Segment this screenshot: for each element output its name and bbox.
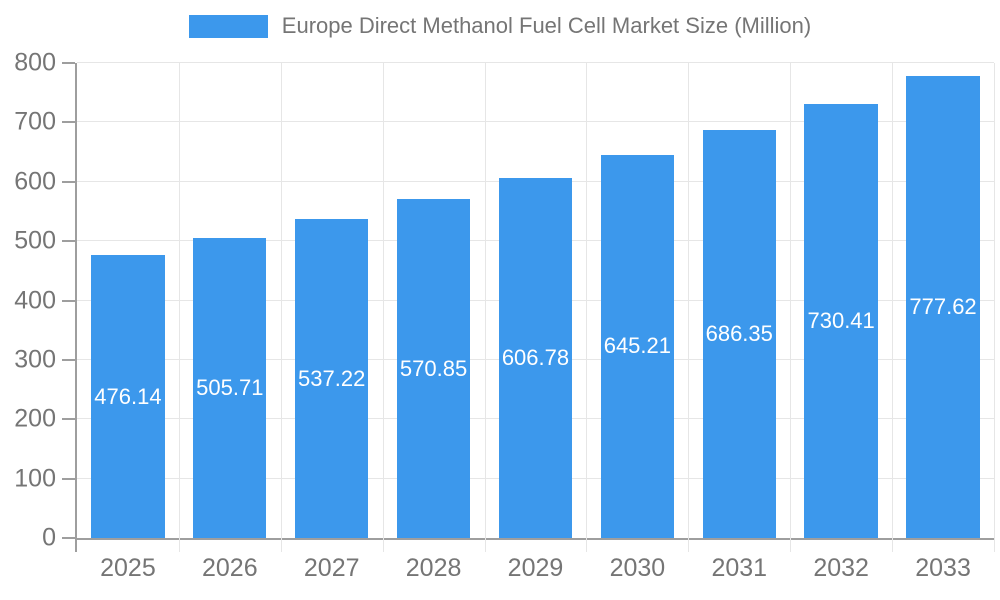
- y-tick-label: 100: [14, 464, 56, 493]
- y-axis-tick: [62, 62, 75, 64]
- x-axis-tick: [790, 538, 792, 552]
- bar-value-label: 505.71: [196, 374, 264, 400]
- bar-value-label: 686.35: [705, 321, 773, 347]
- bar-value-label: 730.41: [807, 308, 875, 334]
- legend-label: Europe Direct Methanol Fuel Cell Market …: [281, 13, 812, 38]
- y-tick-label: 200: [14, 404, 56, 433]
- x-tick-label: 2030: [609, 554, 666, 582]
- x-gridline: [280, 63, 282, 538]
- x-gridline: [688, 63, 690, 538]
- y-axis-tick: [62, 299, 75, 302]
- bar-slot: 730.41: [790, 63, 892, 538]
- y-axis-tick: [62, 121, 75, 124]
- bar-slot: 537.22: [281, 63, 383, 538]
- x-axis-tick: [688, 538, 690, 552]
- bar-slot: 476.14: [77, 63, 179, 538]
- x-axis-tick: [280, 538, 282, 552]
- y-tick-label: 400: [14, 286, 56, 314]
- bar-slot: 606.78: [485, 63, 587, 538]
- y-axis-tick: [62, 240, 75, 243]
- x-gridline: [586, 63, 588, 538]
- bar-slot: 570.85: [383, 63, 485, 538]
- x-axis-tick: [586, 538, 588, 552]
- y-tick-label: 300: [14, 345, 56, 374]
- bar-2032[interactable]: 730.41: [804, 104, 878, 538]
- x-axis-tick: [382, 538, 384, 552]
- bar-value-label: 537.22: [298, 365, 366, 391]
- bar-slot: 505.71: [179, 63, 281, 538]
- x-tick-label: 2029: [507, 554, 564, 582]
- bar-value-label: 777.62: [909, 294, 977, 320]
- bar-2027[interactable]: 537.22: [295, 219, 369, 538]
- x-gridline: [178, 63, 180, 538]
- plot-area: 0 100 200 300 400 500 600 700 800 476.14 2025 505.7…: [14, 49, 995, 582]
- x-axis-tick: [178, 538, 180, 552]
- bar-slot: 777.62: [892, 63, 994, 538]
- y-axis-tick: [62, 477, 75, 480]
- y-tick-label: 800: [14, 48, 56, 77]
- y-tick-label: 500: [14, 226, 56, 255]
- y-axis-tick: [62, 180, 75, 183]
- bar-2029[interactable]: 606.78: [498, 177, 573, 538]
- y-gridline: [77, 62, 994, 63]
- x-tick-label: 2028: [405, 554, 462, 582]
- y-tick-label: 600: [14, 167, 56, 196]
- y-axis-tick: [62, 418, 75, 421]
- bar-2030[interactable]: 645.21: [600, 154, 675, 538]
- bar-2026[interactable]: 505.71: [193, 237, 267, 538]
- y-axis-tick: [62, 358, 75, 361]
- y-gridline: [77, 121, 994, 123]
- x-gridline: [994, 63, 995, 538]
- x-tick-label: 2025: [100, 554, 156, 582]
- y-tick-label: 0: [42, 523, 56, 552]
- bar-value-label: 476.14: [94, 383, 162, 409]
- x-tick-label: 2032: [813, 554, 869, 582]
- x-axis-tick: [484, 538, 486, 552]
- x-tick-label: 2027: [303, 554, 360, 582]
- x-gridline: [484, 63, 486, 538]
- legend-swatch-icon: [188, 14, 268, 38]
- bar-value-label: 645.21: [603, 333, 672, 359]
- x-tick-label: 2026: [202, 554, 258, 582]
- bar-2028[interactable]: 570.85: [396, 199, 471, 538]
- bar-slot: 645.21: [586, 63, 688, 538]
- legend[interactable]: Europe Direct Methanol Fuel Cell Market …: [0, 13, 1000, 39]
- x-axis-tick: [994, 538, 995, 552]
- x-gridline: [382, 63, 384, 538]
- x-gridline: [790, 63, 792, 538]
- bar-value-label: 606.78: [501, 344, 570, 370]
- x-gridline: [892, 63, 894, 538]
- bar-slot: 686.35: [688, 63, 790, 538]
- x-tick-label: 2031: [711, 554, 768, 582]
- bar-2033[interactable]: 777.62: [906, 76, 980, 538]
- bar-2031[interactable]: 686.35: [702, 130, 776, 538]
- x-tick-label: 2033: [915, 554, 971, 582]
- x-axis-tick: [892, 538, 894, 552]
- y-axis-tick: [62, 537, 75, 539]
- y-axis-extension-tick: [75, 538, 77, 552]
- y-tick-label: 700: [14, 107, 56, 136]
- bar-value-label: 570.85: [399, 355, 468, 381]
- bar-2025[interactable]: 476.14: [91, 255, 165, 538]
